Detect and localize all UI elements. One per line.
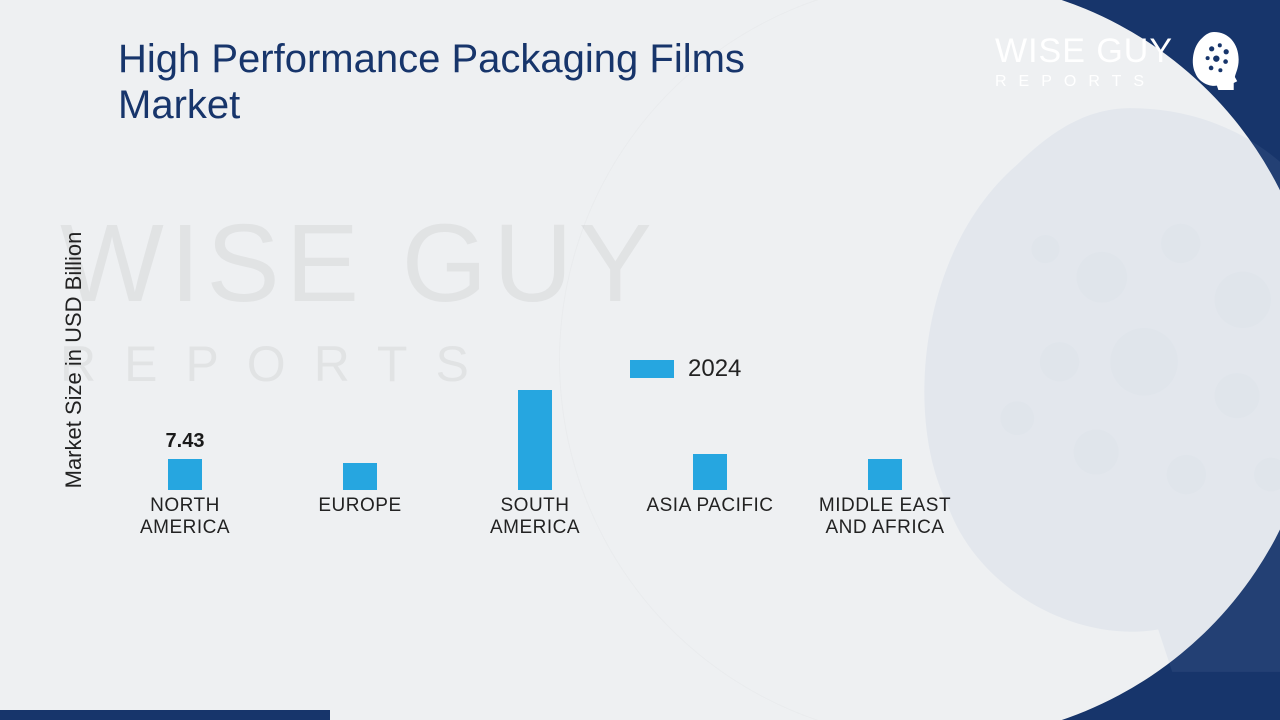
bar bbox=[518, 390, 552, 491]
infographic-canvas: WISE GUY REPORTS High Performance Packag… bbox=[0, 0, 1280, 720]
brand-line1: WISE GUY bbox=[995, 32, 1173, 71]
category-label: SOUTH AMERICA bbox=[465, 495, 605, 539]
legend-swatch bbox=[630, 360, 674, 378]
category-label: NORTH AMERICA bbox=[115, 495, 255, 539]
legend: 2024 bbox=[630, 355, 741, 383]
category-label: MIDDLE EAST AND AFRICA bbox=[815, 495, 955, 539]
brand-head-icon bbox=[1185, 28, 1243, 94]
bar-value-label: 7.43 bbox=[166, 430, 205, 453]
footer-accent-bar bbox=[0, 710, 330, 720]
chart-title: High Performance Packaging Films Market bbox=[118, 36, 838, 128]
category-label: EUROPE bbox=[290, 495, 430, 517]
plot-area: 7.43 bbox=[110, 155, 940, 490]
brand-line2: REPORTS bbox=[995, 73, 1173, 91]
y-axis-label: Market Size in USD Billion bbox=[61, 232, 87, 489]
brand-logo: WISE GUY REPORTS bbox=[995, 28, 1250, 94]
bar bbox=[168, 459, 202, 490]
bar-chart: 7.43 NORTH AMERICA EUROPE SOUTH AMERICA ASI… bbox=[110, 155, 940, 585]
legend-label: 2024 bbox=[688, 355, 741, 383]
bar bbox=[343, 463, 377, 490]
category-label: ASIA PACIFIC bbox=[640, 495, 780, 517]
bar bbox=[868, 459, 902, 490]
bar bbox=[693, 454, 727, 490]
